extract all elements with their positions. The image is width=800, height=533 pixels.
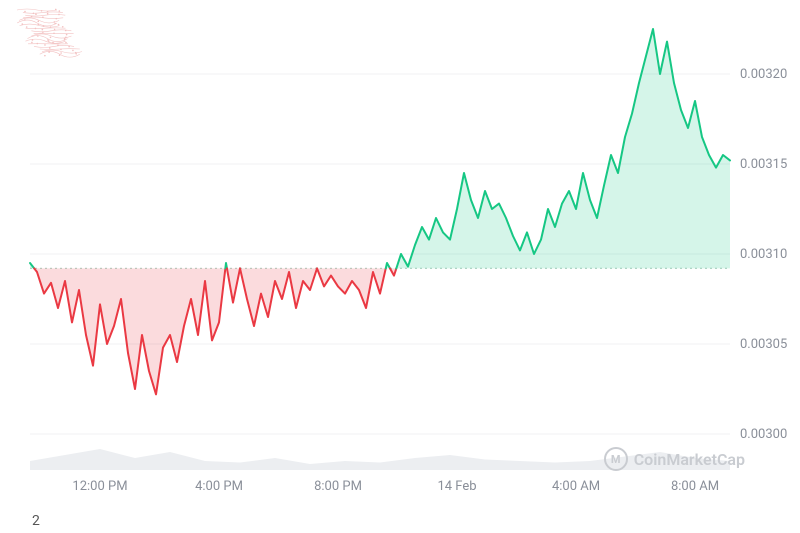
svg-text:0.00305: 0.00305 — [740, 337, 787, 352]
corner-decoration-icon — [12, 6, 92, 61]
svg-text:4:00 AM: 4:00 AM — [552, 479, 600, 494]
coinmarketcap-logo-icon: M — [604, 447, 628, 471]
svg-text:8:00 AM: 8:00 AM — [671, 479, 719, 494]
svg-text:12:00 PM: 12:00 PM — [72, 479, 127, 494]
svg-text:4:00 PM: 4:00 PM — [195, 479, 243, 494]
svg-text:8:00 PM: 8:00 PM — [314, 479, 362, 494]
page-number: 2 — [32, 513, 40, 529]
svg-text:0.00315: 0.00315 — [740, 157, 787, 172]
watermark-text: CoinMarketCap — [634, 450, 745, 469]
svg-text:14 Feb: 14 Feb — [437, 479, 476, 494]
watermark: M CoinMarketCap — [604, 447, 745, 471]
svg-text:0.00300: 0.00300 — [740, 427, 787, 442]
svg-text:0.00320: 0.00320 — [740, 67, 787, 82]
svg-text:0.00310: 0.00310 — [740, 247, 787, 262]
